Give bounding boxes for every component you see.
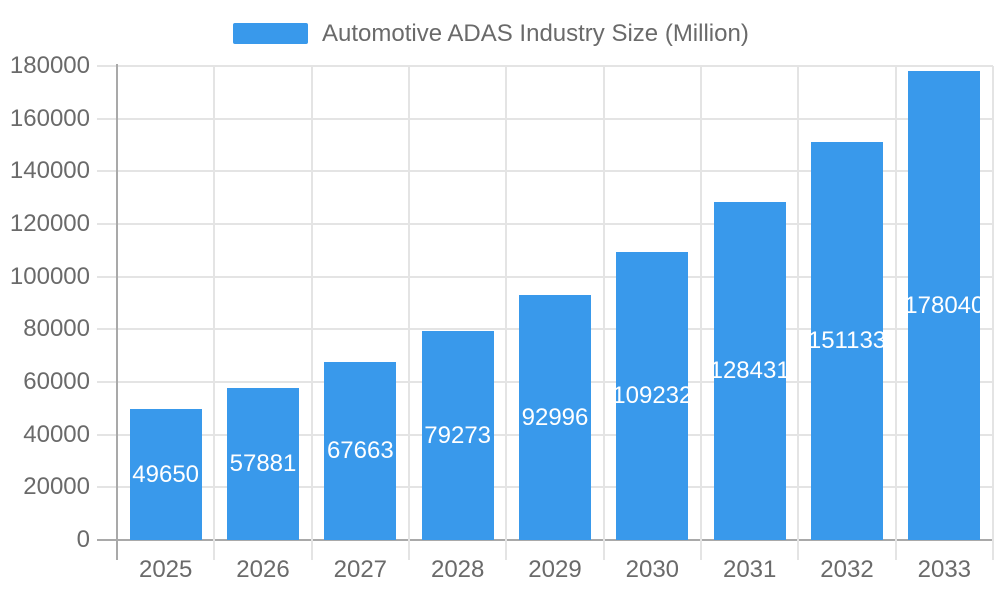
- bar: [519, 295, 591, 540]
- v-gridline: [602, 66, 605, 560]
- v-gridline: [797, 66, 800, 560]
- h-gridline: [97, 117, 993, 120]
- bar: [421, 331, 494, 540]
- h-gridline: [97, 170, 993, 173]
- legend-item[interactable]: Automotive ADAS Industry Size (Million): [233, 20, 749, 47]
- y-axis-tick-label: 80000: [23, 315, 90, 343]
- y-axis-tick-label: 120000: [9, 210, 90, 237]
- h-gridline: [97, 65, 993, 67]
- y-axis-tick-label: 160000: [9, 104, 90, 132]
- v-gridline: [894, 66, 897, 560]
- y-axis-tick-label: 0: [76, 526, 90, 553]
- y-axis-tick-label: 40000: [23, 420, 90, 448]
- bar: [324, 361, 397, 540]
- h-gridline: [97, 275, 993, 278]
- y-axis-tick-label: 100000: [9, 262, 90, 290]
- v-gridline: [408, 66, 410, 560]
- x-axis-tick-label: 2026: [236, 556, 290, 583]
- legend-label: Automotive ADAS Industry Size (Million): [322, 20, 749, 47]
- bar: [227, 387, 299, 540]
- x-axis-tick-label: 2030: [625, 556, 680, 583]
- x-axis-tick-label: 2025: [138, 556, 193, 583]
- h-gridline: [97, 223, 993, 225]
- x-axis-tick-label: 2031: [722, 556, 777, 583]
- v-gridline: [310, 66, 313, 560]
- bar: [908, 71, 981, 540]
- y-axis-tick-label: 180000: [9, 52, 90, 79]
- x-axis-tick-label: 2027: [333, 556, 388, 583]
- y-axis-tick-label: 140000: [9, 157, 90, 185]
- v-gridline: [213, 66, 216, 560]
- bar: [811, 142, 883, 540]
- x-axis-tick-label: 2029: [528, 556, 582, 583]
- x-axis-tick-label: 2033: [917, 556, 972, 583]
- y-axis-tick-label: 20000: [23, 473, 90, 501]
- y-axis-line: [116, 64, 118, 560]
- x-axis-line: [97, 539, 993, 541]
- y-axis-tick-label: 60000: [23, 368, 90, 395]
- v-gridline: [992, 66, 994, 560]
- bar: [713, 201, 786, 540]
- legend-swatch: [233, 23, 308, 44]
- x-axis-tick-label: 2028: [430, 556, 485, 583]
- bar: [129, 409, 202, 540]
- bar: [616, 252, 689, 540]
- x-axis-tick-label: 2032: [820, 556, 874, 583]
- v-gridline: [700, 66, 702, 560]
- v-gridline: [505, 66, 508, 560]
